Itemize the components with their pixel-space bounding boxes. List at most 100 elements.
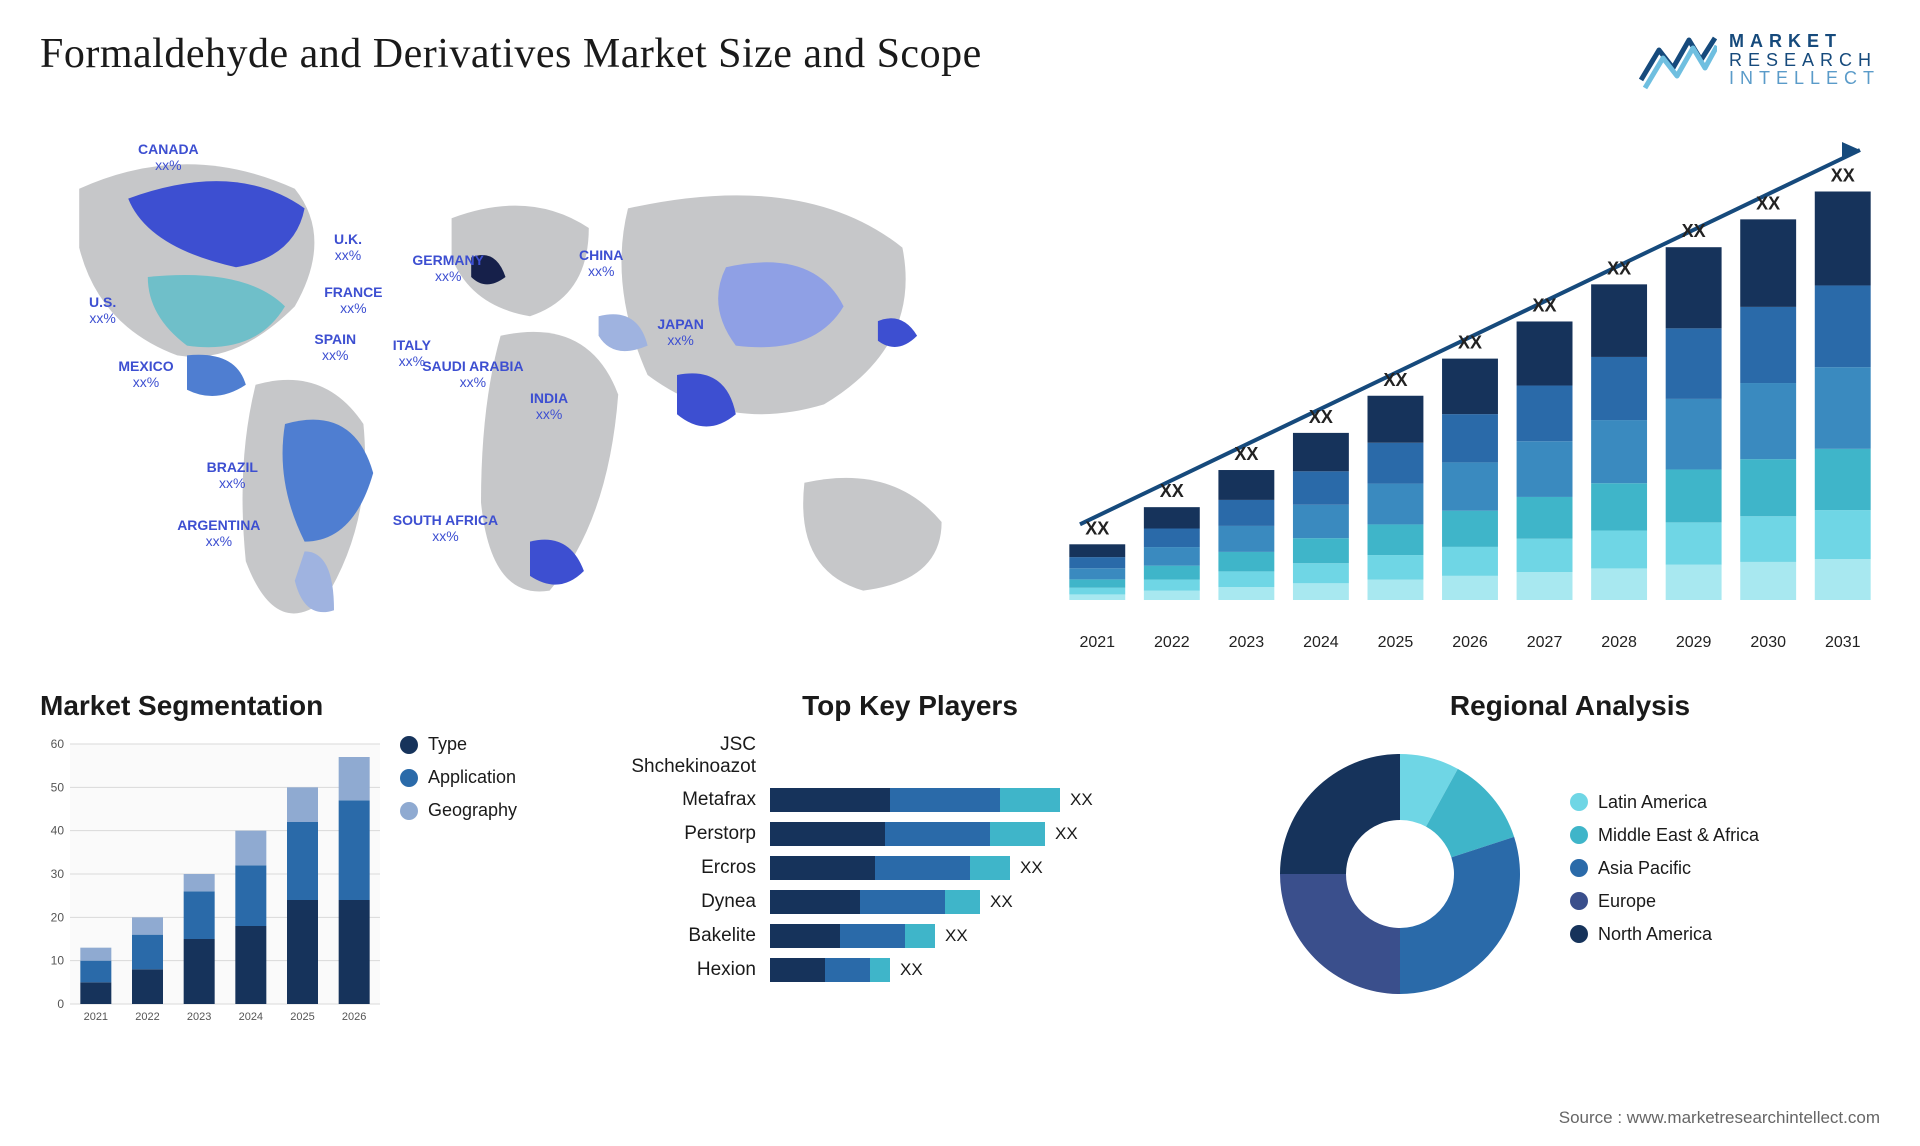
source-attribution: Source : www.marketresearchintellect.com <box>1559 1108 1880 1128</box>
growth-year-label: 2022 <box>1135 634 1210 660</box>
player-row: JSC Shchekinoazot <box>600 734 1220 778</box>
legend-item: Latin America <box>1570 792 1759 813</box>
player-bar <box>770 856 1010 880</box>
map-label: GERMANYxx% <box>412 252 484 284</box>
logo-icon <box>1639 30 1717 90</box>
segmentation-title: Market Segmentation <box>40 690 560 722</box>
svg-text:2022: 2022 <box>135 1011 159 1023</box>
svg-text:XX: XX <box>1831 166 1855 186</box>
regional-title: Regional Analysis <box>1260 690 1880 722</box>
svg-text:XX: XX <box>1458 333 1482 353</box>
growth-year-label: 2024 <box>1284 634 1359 660</box>
player-name: Metafrax <box>600 789 770 811</box>
svg-text:2026: 2026 <box>342 1011 366 1023</box>
svg-text:XX: XX <box>1682 221 1706 241</box>
player-name: JSC Shchekinoazot <box>600 734 770 778</box>
growth-year-label: 2027 <box>1507 634 1582 660</box>
svg-text:60: 60 <box>51 737 65 751</box>
svg-text:30: 30 <box>51 867 65 881</box>
growth-year-label: 2029 <box>1656 634 1731 660</box>
svg-text:2023: 2023 <box>187 1011 211 1023</box>
svg-text:2025: 2025 <box>290 1011 314 1023</box>
svg-text:XX: XX <box>1234 444 1258 464</box>
player-row: Bakelite XX <box>600 924 1220 948</box>
regional-donut-chart <box>1260 734 1540 1014</box>
svg-text:XX: XX <box>1533 295 1557 315</box>
legend-item: Europe <box>1570 891 1759 912</box>
segmentation-chart: 0 10 20 30 40 50 60 2021 2022 2023 2024 2025 2026 <box>40 734 380 1034</box>
players-title: Top Key Players <box>600 690 1220 722</box>
player-name: Ercros <box>600 857 770 879</box>
growth-chart: XX XX XX XX XX XX XX XX XX XX XX <box>1060 130 1880 630</box>
growth-year-label: 2025 <box>1358 634 1433 660</box>
world-map-panel: CANADAxx% U.S.xx% MEXICOxx% BRAZILxx% ARGENT… <box>40 130 1020 660</box>
svg-text:XX: XX <box>1756 193 1780 213</box>
regional-panel: Regional Analysis Latin America Middle Ea… <box>1260 690 1880 1070</box>
player-value: XX <box>990 892 1013 912</box>
svg-text:50: 50 <box>51 780 65 794</box>
map-label: SPAINxx% <box>314 331 356 363</box>
segmentation-panel: Market Segmentation 0 10 20 30 40 50 60 2021 202… <box>40 690 560 1070</box>
legend-item: North America <box>1570 924 1759 945</box>
growth-year-label: 2021 <box>1060 634 1135 660</box>
player-row: Dynea XX <box>600 890 1220 914</box>
map-label: FRANCExx% <box>324 284 382 316</box>
svg-text:20: 20 <box>51 910 65 924</box>
player-value: XX <box>900 960 923 980</box>
brand-logo: MARKET RESEARCH INTELLECT <box>1639 30 1880 90</box>
legend-item: Asia Pacific <box>1570 858 1759 879</box>
player-bar <box>770 958 890 982</box>
player-name: Dynea <box>600 891 770 913</box>
growth-year-label: 2031 <box>1805 634 1880 660</box>
map-label: JAPANxx% <box>657 316 703 348</box>
growth-year-label: 2026 <box>1433 634 1508 660</box>
map-label: CHINAxx% <box>579 247 623 279</box>
player-name: Hexion <box>600 959 770 981</box>
svg-text:XX: XX <box>1160 481 1184 501</box>
player-bar <box>770 890 980 914</box>
growth-chart-panel: XXXXXXXXXXXXXXXXXXXXXX 20212022202320242… <box>1060 130 1880 660</box>
player-row: Ercros XX <box>600 856 1220 880</box>
svg-text:2024: 2024 <box>239 1011 263 1023</box>
player-bar <box>770 822 1045 846</box>
svg-text:XX: XX <box>1607 258 1631 278</box>
svg-text:40: 40 <box>51 824 65 838</box>
growth-year-label: 2023 <box>1209 634 1284 660</box>
player-row: Metafrax XX <box>600 788 1220 812</box>
map-label: ARGENTINAxx% <box>177 517 260 549</box>
player-row: Hexion XX <box>600 958 1220 982</box>
regional-legend: Latin America Middle East & Africa Asia Pa… <box>1570 792 1759 957</box>
legend-item: Geography <box>400 800 517 821</box>
player-value: XX <box>1020 858 1043 878</box>
player-value: XX <box>1055 824 1078 844</box>
player-value: XX <box>1070 790 1093 810</box>
growth-year-label: 2030 <box>1731 634 1806 660</box>
svg-text:10: 10 <box>51 954 65 968</box>
svg-text:2021: 2021 <box>84 1011 108 1023</box>
svg-text:0: 0 <box>57 997 64 1011</box>
map-label: INDIAxx% <box>530 390 568 422</box>
page-title: Formaldehyde and Derivatives Market Size… <box>40 30 982 78</box>
logo-line1: MARKET <box>1729 32 1880 51</box>
map-label: SOUTH AFRICAxx% <box>393 512 498 544</box>
player-name: Perstorp <box>600 823 770 845</box>
map-label: U.K.xx% <box>334 231 362 263</box>
logo-line3: INTELLECT <box>1729 69 1880 88</box>
map-label: MEXICOxx% <box>118 358 173 390</box>
legend-item: Type <box>400 734 517 755</box>
map-label: U.S.xx% <box>89 294 116 326</box>
map-label: SAUDI ARABIAxx% <box>422 358 523 390</box>
svg-text:XX: XX <box>1383 370 1407 390</box>
legend-item: Application <box>400 767 517 788</box>
legend-item: Middle East & Africa <box>1570 825 1759 846</box>
player-name: Bakelite <box>600 925 770 947</box>
players-panel: Top Key Players JSC Shchekinoazot Metafra… <box>600 690 1220 1070</box>
map-label: CANADAxx% <box>138 141 199 173</box>
player-value: XX <box>945 926 968 946</box>
logo-line2: RESEARCH <box>1729 51 1880 70</box>
map-label: BRAZILxx% <box>207 459 258 491</box>
segmentation-legend: Type Application Geography <box>400 734 517 1034</box>
svg-text:XX: XX <box>1309 407 1333 427</box>
player-bar <box>770 788 1060 812</box>
svg-text:XX: XX <box>1085 518 1109 538</box>
